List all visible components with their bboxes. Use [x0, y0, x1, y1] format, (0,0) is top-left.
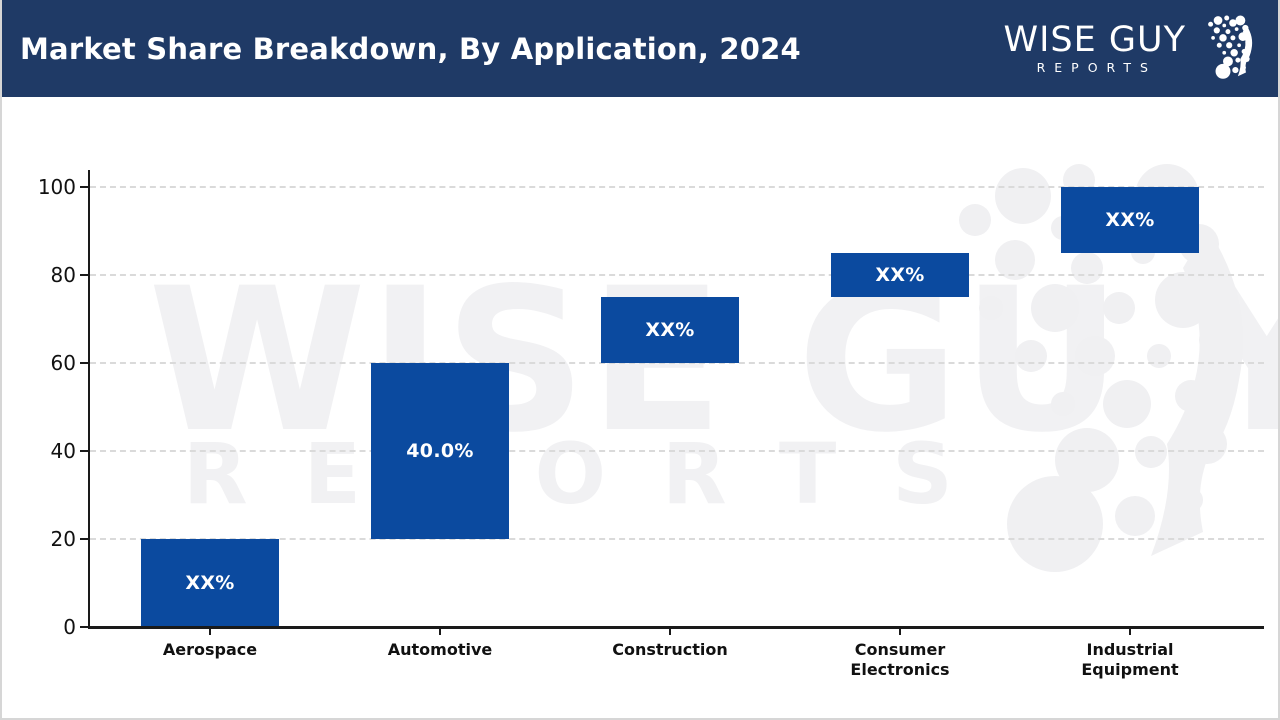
- bar-consumer-electronics: XX%: [831, 253, 969, 297]
- bar-value-label: XX%: [185, 572, 235, 594]
- bar-value-label: XX%: [1105, 209, 1155, 231]
- y-tick-label: 0: [63, 615, 76, 639]
- bar-construction: XX%: [601, 297, 739, 363]
- y-tick-mark: [80, 626, 88, 628]
- x-tick-mark: [1129, 629, 1131, 635]
- y-tick-label: 40: [50, 439, 76, 463]
- gridline-y20: [90, 538, 1264, 540]
- brand-subtitle: REPORTS: [1036, 59, 1157, 75]
- gridline-y60: [90, 362, 1264, 364]
- gridline-y40: [90, 450, 1264, 452]
- x-tick-label-automotive: Automotive: [387, 640, 493, 659]
- dotted-head-icon: [1208, 15, 1253, 79]
- x-tick-label-industrial-equipment: Industrial Equipment: [1081, 640, 1179, 679]
- y-tick-label: 80: [50, 263, 76, 287]
- bar-value-label: XX%: [875, 264, 925, 286]
- y-tick-label: 20: [50, 527, 76, 551]
- brand-logo: WISE GUY REPORTS: [1003, 12, 1254, 86]
- x-tick-mark: [669, 629, 671, 635]
- x-tick-mark: [899, 629, 901, 635]
- y-tick-mark: [80, 450, 88, 452]
- y-tick-mark: [80, 538, 88, 540]
- bar-aerospace: XX%: [141, 539, 279, 627]
- gridline-y100: [90, 186, 1264, 188]
- bar-value-label: 40.0%: [406, 440, 474, 462]
- y-tick-mark: [80, 186, 88, 188]
- y-axis: [88, 170, 90, 629]
- brand-name: WISE GUY: [1003, 19, 1186, 60]
- x-axis: [88, 626, 1264, 629]
- y-tick-label: 60: [50, 351, 76, 375]
- y-tick-mark: [80, 362, 88, 364]
- brand-wordmark: WISE GUY REPORTS: [1003, 19, 1186, 75]
- x-tick-mark: [209, 629, 211, 635]
- x-tick-label-construction: Construction: [612, 640, 728, 659]
- x-tick-mark: [439, 629, 441, 635]
- y-tick-mark: [80, 274, 88, 276]
- watermark-reports-text: REPORTS: [183, 425, 1009, 523]
- gridline-y80: [90, 274, 1264, 276]
- x-tick-label-consumer-electronics: Consumer Electronics: [850, 640, 950, 679]
- bar-automotive: 40.0%: [371, 363, 509, 539]
- bar-industrial-equipment: XX%: [1061, 187, 1199, 253]
- x-tick-label-aerospace: Aerospace: [162, 640, 258, 659]
- page-title: Market Share Breakdown, By Application, …: [20, 31, 801, 66]
- y-tick-label: 100: [37, 175, 76, 199]
- header-bar: Market Share Breakdown, By Application, …: [0, 0, 1280, 97]
- bar-value-label: XX%: [645, 319, 695, 341]
